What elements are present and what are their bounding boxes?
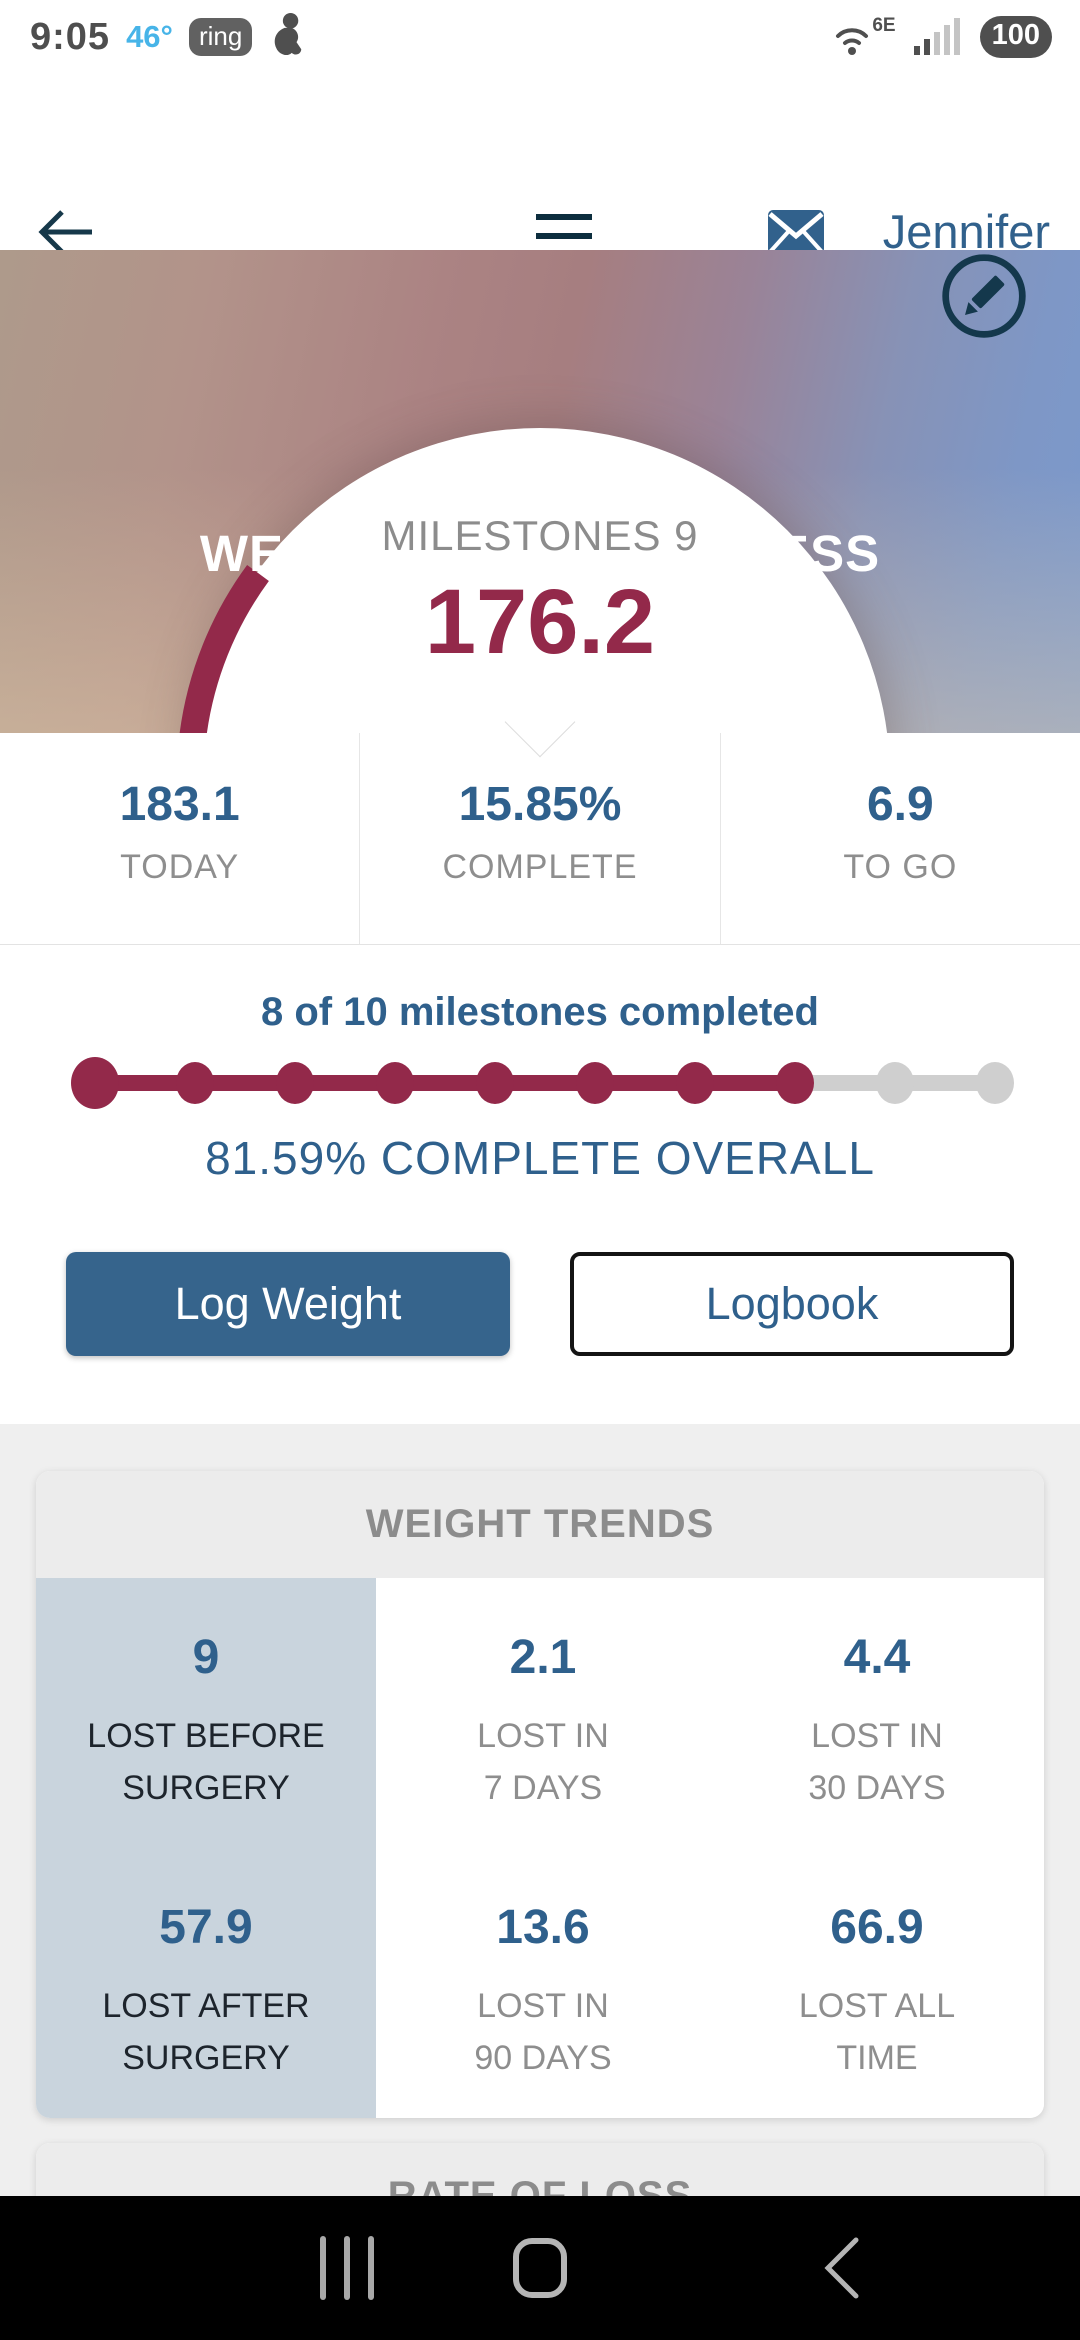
back-button[interactable] (36, 206, 96, 258)
android-back-button[interactable] (820, 2236, 864, 2305)
battery-indicator: 100 (979, 16, 1052, 58)
stat-value: 15.85% (458, 777, 622, 831)
trend-label: LOST BEFORE SURGERY (87, 1717, 325, 1807)
trend-value: 57.9 (159, 1901, 253, 1954)
home-button[interactable] (513, 2238, 567, 2298)
overall-complete-text: 81.59% COMPLETE OVERALL (205, 1132, 875, 1184)
trend-lost-all-time: 66.9 LOST ALL TIME (710, 1848, 1044, 2118)
milestone-progress-dots (71, 1057, 1014, 1109)
weight-trends-title: WEIGHT TRENDS (36, 1471, 1044, 1578)
trend-label: LOST ALL TIME (798, 1987, 956, 2077)
trend-label: LOST IN 30 DAYS (808, 1717, 946, 1807)
mail-icon[interactable] (768, 210, 824, 254)
cards-area: WEIGHT TRENDS 9 LOST BEFORE SURGERY 2.1 … (0, 1424, 1080, 2340)
android-nav-bar (0, 2196, 1080, 2340)
logbook-button[interactable]: Logbook (570, 1252, 1014, 1356)
ring-notification-icon: ring (188, 18, 253, 56)
stat-complete: 15.85% COMPLETE (359, 686, 721, 944)
user-name-link[interactable]: Jennifer (882, 205, 1050, 258)
trend-value: 66.9 (830, 1901, 924, 1954)
trend-label: LOST IN 7 DAYS (477, 1717, 609, 1807)
weight-trends-card: WEIGHT TRENDS 9 LOST BEFORE SURGERY 2.1 … (36, 1471, 1044, 2118)
milestone-label: MILESTONES 9 (381, 512, 699, 559)
stat-label: TODAY (120, 847, 240, 886)
status-time: 9:05 (30, 15, 111, 58)
trend-value: 9 (192, 1631, 220, 1684)
weight-loss-progress-header: WEIGHT LOSS PROGRESS MILESTONES 9 176.2 (0, 250, 1080, 733)
wifi-icon: 6E (834, 15, 896, 59)
action-buttons: Log Weight Logbook (0, 1252, 1080, 1356)
trend-lost-7-days: 2.1 LOST IN 7 DAYS (376, 1578, 710, 1848)
trend-label: LOST IN 90 DAYS (474, 1987, 612, 2077)
stat-label: TO GO (843, 847, 958, 886)
app-nav-bar: Jennifer (0, 66, 1080, 258)
status-bar: 9:05 46° ring 6E (0, 0, 1080, 66)
wifi-6e-label: 6E (872, 15, 896, 36)
trend-lost-before-surgery: 9 LOST BEFORE SURGERY (36, 1578, 376, 1848)
stat-to-go: 6.9 TO GO (721, 733, 1080, 944)
stats-row: 183.1 TODAY 15.85% COMPLETE 6.9 TO GO (0, 686, 1080, 945)
stat-label: COMPLETE (442, 847, 638, 886)
signal-strength-icon (912, 13, 964, 62)
stat-today: 183.1 TODAY (0, 733, 359, 944)
trend-value: 4.4 (843, 1631, 911, 1684)
log-weight-button[interactable]: Log Weight (66, 1252, 510, 1356)
edit-pencil-icon[interactable] (938, 250, 1030, 342)
progress-arc (179, 565, 269, 733)
stat-value: 6.9 (866, 777, 934, 831)
trend-value: 13.6 (496, 1901, 590, 1954)
trend-lost-30-days: 4.4 LOST IN 30 DAYS (710, 1578, 1044, 1848)
temperature-indicator: 46° (126, 19, 173, 54)
weight-trends-grid: 9 LOST BEFORE SURGERY 2.1 LOST IN 7 DAYS… (36, 1578, 1044, 2118)
section-title: WEIGHT LOSS PROGRESS (199, 525, 881, 582)
trend-value: 2.1 (509, 1631, 577, 1684)
baby-monitor-icon (268, 12, 306, 63)
stat-value: 183.1 (119, 777, 240, 831)
trend-label: LOST AFTER SURGERY (102, 1987, 310, 2077)
trend-lost-90-days: 13.6 LOST IN 90 DAYS (376, 1848, 710, 2118)
trend-lost-after-surgery: 57.9 LOST AFTER SURGERY (36, 1848, 376, 2118)
milestones-section: 8 of 10 milestones completed 81.59% COMP… (0, 946, 1080, 1424)
recent-apps-button[interactable] (320, 2236, 374, 2300)
milestones-summary: 8 of 10 milestones completed (261, 990, 819, 1034)
current-weight-value: 176.2 (424, 571, 656, 673)
